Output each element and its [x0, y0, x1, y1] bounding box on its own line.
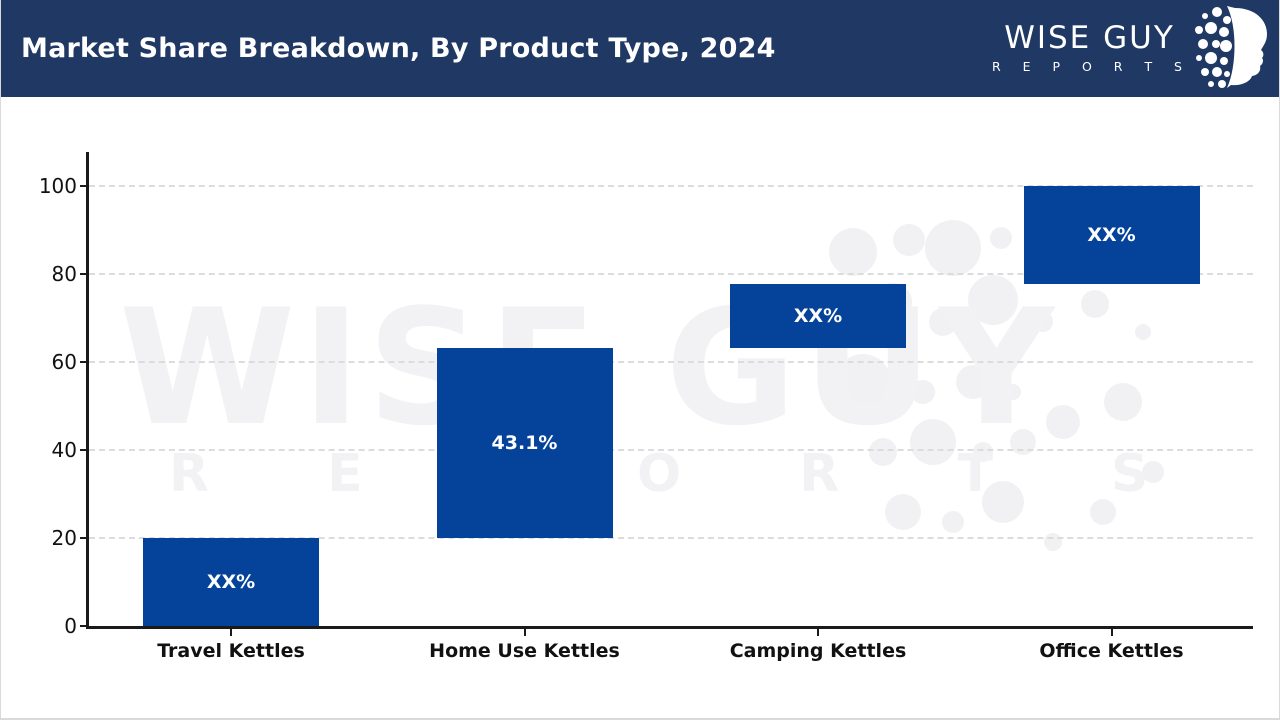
brand-logo-text: WISE GUY R E P O R T S	[988, 23, 1191, 74]
y-tick-mark	[80, 537, 89, 539]
brand-name: WISE GUY	[1004, 20, 1175, 57]
y-tick-label: 80	[51, 262, 77, 286]
y-tick-label: 0	[64, 614, 77, 638]
category-label: Office Kettles	[1039, 640, 1184, 662]
category-label: Travel Kettles	[157, 640, 305, 662]
brand-subname: R E P O R T S	[991, 59, 1191, 75]
y-tick-label: 20	[51, 526, 77, 550]
bar: XX%	[1023, 186, 1200, 285]
bar: XX%	[730, 284, 906, 349]
bar: XX%	[143, 538, 319, 626]
y-tick-mark	[80, 185, 89, 187]
y-axis-spine	[86, 152, 89, 629]
y-tick-mark	[80, 273, 89, 275]
bar-value-label: 43.1%	[491, 432, 558, 455]
y-tick-mark	[80, 361, 89, 363]
gridline	[89, 361, 1253, 363]
category-label: Home Use Kettles	[429, 640, 620, 662]
bar: 43.1%	[436, 348, 613, 538]
y-tick-mark	[80, 449, 89, 451]
dotted-head-profile-icon	[1195, 5, 1267, 88]
header-bar: Market Share Breakdown, By Product Type,…	[1, 0, 1279, 97]
bar-value-label: XX%	[206, 571, 256, 593]
gridline	[89, 537, 1253, 539]
y-tick-label: 60	[51, 350, 77, 374]
bar-value-label: XX%	[793, 305, 843, 328]
gridline	[89, 449, 1253, 451]
y-tick-mark	[80, 625, 89, 627]
x-tick-mark	[817, 628, 819, 636]
bar-value-label: XX%	[1087, 224, 1136, 247]
y-tick-label: 40	[51, 438, 77, 462]
x-axis-spine	[86, 626, 1253, 629]
brand-logo: WISE GUY R E P O R T S	[988, 4, 1279, 94]
gridline	[89, 185, 1253, 187]
gridline	[89, 273, 1253, 275]
watermark-text-line2: R E P O R T S	[169, 444, 1199, 504]
chart-title: Market Share Breakdown, By Product Type,…	[21, 33, 776, 64]
x-tick-mark	[230, 628, 232, 636]
category-label: Camping Kettles	[729, 640, 907, 662]
y-tick-label: 100	[38, 174, 77, 198]
x-tick-mark	[1110, 628, 1113, 636]
x-tick-mark	[523, 628, 526, 636]
